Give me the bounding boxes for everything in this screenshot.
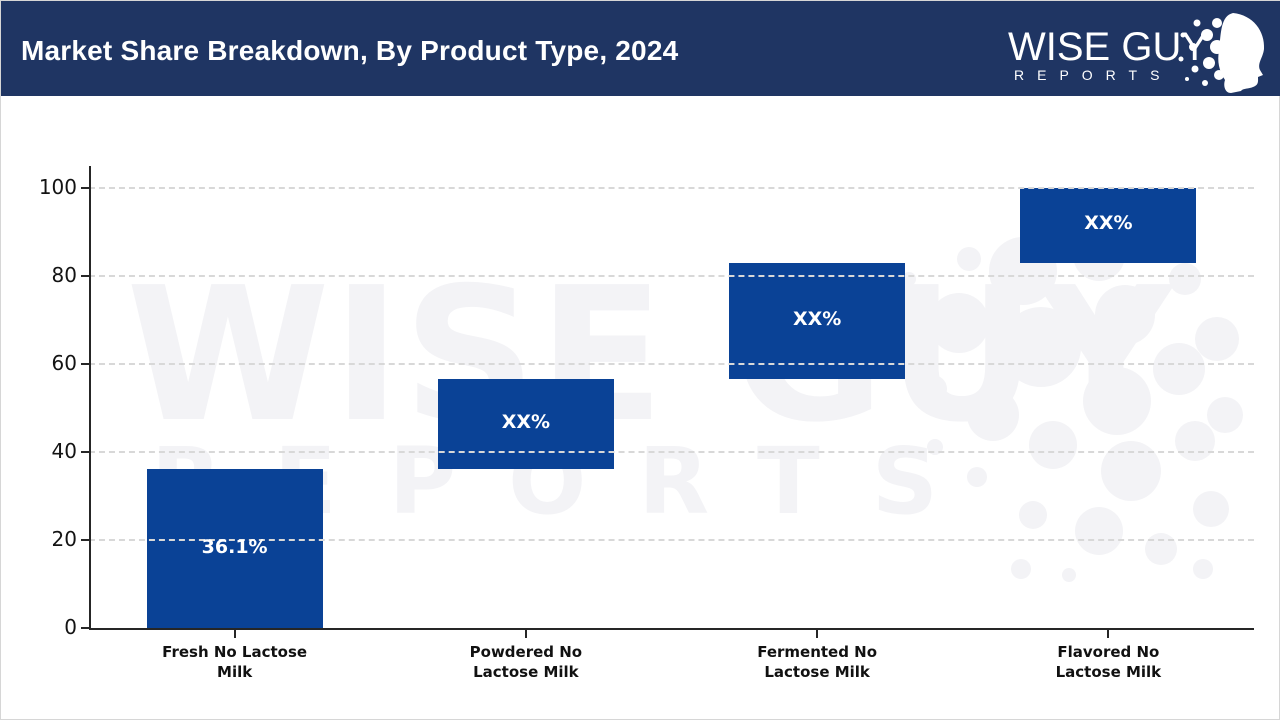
y-tick-mark xyxy=(81,187,89,189)
watermark-head-dots-icon xyxy=(902,229,1243,582)
x-category-label-line: Lactose Milk xyxy=(764,663,870,681)
bar-value-label: XX% xyxy=(501,411,551,434)
brand-logo: WISE GUY REPORTS xyxy=(1008,7,1265,93)
y-tick-label: 20 xyxy=(51,527,77,551)
y-axis-line xyxy=(89,166,91,630)
gridline xyxy=(89,187,1254,189)
bar-value-label: XX% xyxy=(792,307,842,330)
header-bar: Market Share Breakdown, By Product Type,… xyxy=(1,1,1280,96)
x-category-label-line: Powdered No xyxy=(469,643,583,661)
x-category-label: Powdered No Lactose Milk xyxy=(416,642,636,682)
logo-subtext: REPORTS xyxy=(1014,67,1173,83)
y-tick-label: 0 xyxy=(64,615,77,639)
x-category-label-line: Lactose Milk xyxy=(1055,663,1162,681)
bar-1 xyxy=(146,469,323,628)
x-tick-mark xyxy=(816,630,819,638)
chart-title: Market Share Breakdown, By Product Type,… xyxy=(21,35,679,66)
x-axis-line xyxy=(89,628,1254,630)
x-category-label-line: Milk xyxy=(217,663,253,681)
x-category-label: Fresh No Lactose Milk xyxy=(125,642,345,682)
x-category-label-line: Lactose Milk xyxy=(473,663,579,681)
y-tick-mark xyxy=(81,627,89,629)
x-category-label: Flavored No Lactose Milk xyxy=(998,642,1218,682)
x-tick-mark xyxy=(524,630,527,638)
gridline xyxy=(89,275,1254,277)
y-tick-mark xyxy=(81,275,89,277)
x-category-label-line: Fresh No Lactose xyxy=(162,643,308,661)
x-tick-mark xyxy=(233,630,236,638)
bar-3 xyxy=(729,262,906,379)
x-category-label-line: Flavored No xyxy=(1057,643,1160,661)
bar-value-label: XX% xyxy=(1084,212,1133,235)
y-tick-mark xyxy=(81,539,89,541)
x-category-label: Fermented No Lactose Milk xyxy=(707,642,927,682)
x-tick-mark xyxy=(1107,630,1110,638)
gridline xyxy=(89,451,1254,453)
x-category-label-line: Fermented No xyxy=(757,643,878,661)
y-tick-label: 80 xyxy=(51,263,77,287)
y-tick-mark xyxy=(81,451,89,453)
bar-value-label: 36.1% xyxy=(201,535,268,558)
y-tick-mark xyxy=(81,363,89,365)
bar-2 xyxy=(437,378,614,470)
y-tick-label: 100 xyxy=(38,175,77,199)
logo-wordmark: WISE GUY xyxy=(1008,25,1209,69)
y-tick-label: 40 xyxy=(51,439,77,463)
gridline xyxy=(89,363,1254,365)
logo-head-dots-icon xyxy=(1178,13,1265,93)
bar-4 xyxy=(1020,188,1197,263)
y-tick-label: 60 xyxy=(51,351,77,375)
gridline xyxy=(89,539,1254,541)
